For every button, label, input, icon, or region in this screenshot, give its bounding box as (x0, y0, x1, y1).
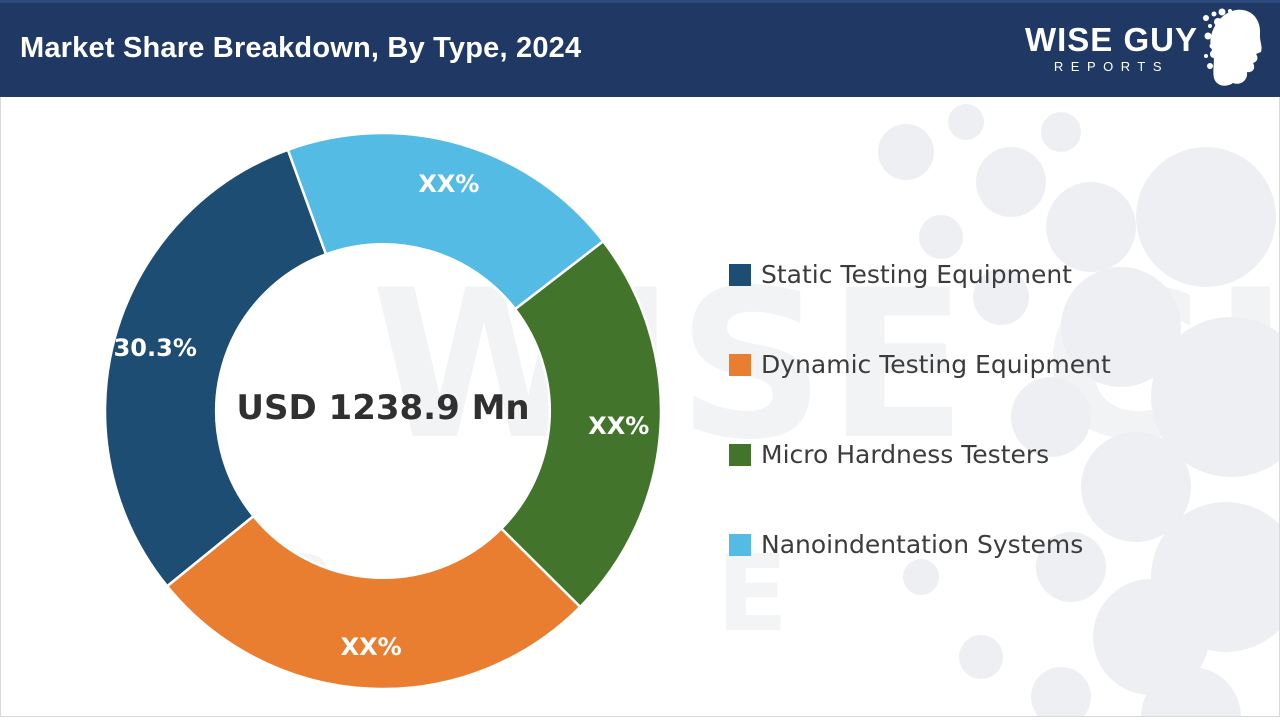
donut-slice-3 (500, 239, 663, 609)
chart-center-value: USD 1238.9 Mn (236, 388, 530, 428)
brand-logo: WISE GUY REPORTS (1025, 8, 1264, 90)
slice-percent-label: XX% (588, 412, 649, 440)
donut-slice-2 (165, 514, 582, 691)
legend-label: Micro Hardness Testers (761, 440, 1050, 469)
legend-label: Dynamic Testing Equipment (761, 350, 1111, 379)
chart-area: WISE GUY R E P O R T S 30.3%XX%XX%XX% US… (0, 97, 1280, 717)
header-bar: Market Share Breakdown, By Type, 2024 WI… (0, 0, 1280, 97)
face-profile-icon (1203, 8, 1262, 86)
legend-item: Nanoindentation Systems (729, 530, 1083, 559)
header-top-accent (0, 0, 1280, 3)
legend-item: Micro Hardness Testers (729, 440, 1049, 469)
slice-percent-label: XX% (341, 633, 402, 661)
legend-swatch (729, 533, 751, 556)
legend-item: Dynamic Testing Equipment (729, 350, 1111, 379)
legend-item: Static Testing Equipment (729, 260, 1072, 289)
page-title: Market Share Breakdown, By Type, 2024 (20, 32, 582, 64)
donut-slice-4 (286, 131, 605, 311)
legend-swatch (729, 263, 751, 286)
slice-percent-label: XX% (418, 170, 479, 198)
brand-name: WISE GUY (1024, 21, 1198, 58)
donut-chart: 30.3% XX% XX% XX% (103, 131, 663, 691)
legend-swatch (729, 443, 751, 466)
legend-label: Nanoindentation Systems (761, 530, 1084, 559)
legend-label: Static Testing Equipment (761, 260, 1072, 289)
brand-logo-text: WISE GUY REPORTS (1025, 23, 1198, 75)
slice-percent-label: 30.3% (114, 334, 197, 362)
chart-legend: Static Testing Equipment Dynamic Testing … (1, 97, 1279, 716)
legend-swatch (729, 353, 751, 376)
donut-slice-1 (103, 148, 328, 588)
brand-subname: REPORTS (1053, 59, 1170, 74)
